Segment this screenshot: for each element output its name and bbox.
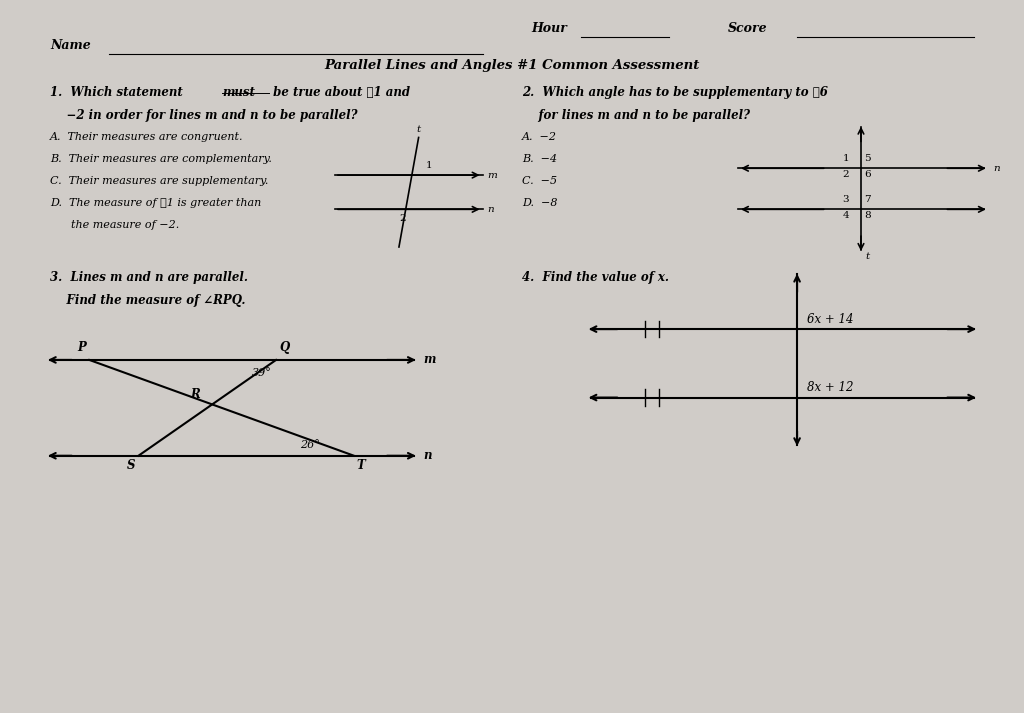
Text: 8: 8 [864,211,870,220]
Text: for lines m and n to be parallel?: for lines m and n to be parallel? [522,108,750,122]
Text: 3: 3 [843,195,849,204]
Text: C.  Their measures are supplementary.: C. Their measures are supplementary. [50,176,268,186]
Text: Hour: Hour [531,22,567,35]
Text: −2 in order for lines m and n to be parallel?: −2 in order for lines m and n to be para… [50,108,357,122]
Text: 2: 2 [843,170,849,180]
Text: must: must [222,86,255,99]
Text: B.  Their measures are complementary.: B. Their measures are complementary. [50,154,271,164]
Text: D.  The measure of ∡1 is greater than: D. The measure of ∡1 is greater than [50,198,261,207]
Text: 3.  Lines m and n are parallel.: 3. Lines m and n are parallel. [50,271,248,284]
Text: 1: 1 [843,154,849,163]
Text: 2.  Which angle has to be supplementary to ∡6: 2. Which angle has to be supplementary t… [522,86,827,99]
Text: n: n [993,164,1000,173]
Text: B.  −4: B. −4 [522,154,557,164]
Text: A.  Their measures are congruent.: A. Their measures are congruent. [50,132,244,142]
Text: 6x + 14: 6x + 14 [807,313,853,326]
Text: 39°: 39° [252,368,271,378]
Text: 8x + 12: 8x + 12 [807,381,853,394]
Text: 2: 2 [399,214,406,223]
Text: 1: 1 [426,161,432,170]
Text: Name: Name [50,39,91,52]
Text: P: P [78,342,86,354]
Text: m: m [424,354,436,366]
Text: 1.  Which statement: 1. Which statement [50,86,186,99]
Text: 7: 7 [864,195,870,204]
Text: Find the measure of ∠RPQ.: Find the measure of ∠RPQ. [50,294,246,307]
Text: 6: 6 [864,170,870,180]
Text: 26°: 26° [300,440,319,451]
Text: Q: Q [279,342,289,354]
Text: m: m [487,170,498,180]
Text: the measure of −2.: the measure of −2. [50,220,179,230]
Text: S: S [127,459,135,472]
Text: 4.  Find the value of x.: 4. Find the value of x. [522,271,669,284]
Text: n: n [487,205,494,214]
Text: t: t [417,125,421,134]
Text: Parallel Lines and Angles #1 Common Assessment: Parallel Lines and Angles #1 Common Asse… [325,59,699,72]
Text: C.  −5: C. −5 [522,176,557,186]
Text: be true about ∡1 and: be true about ∡1 and [269,86,411,99]
Text: D.  −8: D. −8 [522,198,557,207]
Text: A.  −2: A. −2 [522,132,557,142]
Text: n: n [424,449,432,462]
Text: R: R [190,388,201,401]
Text: 4: 4 [843,211,849,220]
Text: t: t [866,252,870,262]
Text: T: T [357,459,366,472]
Text: Score: Score [728,22,768,35]
Text: 5: 5 [864,154,870,163]
